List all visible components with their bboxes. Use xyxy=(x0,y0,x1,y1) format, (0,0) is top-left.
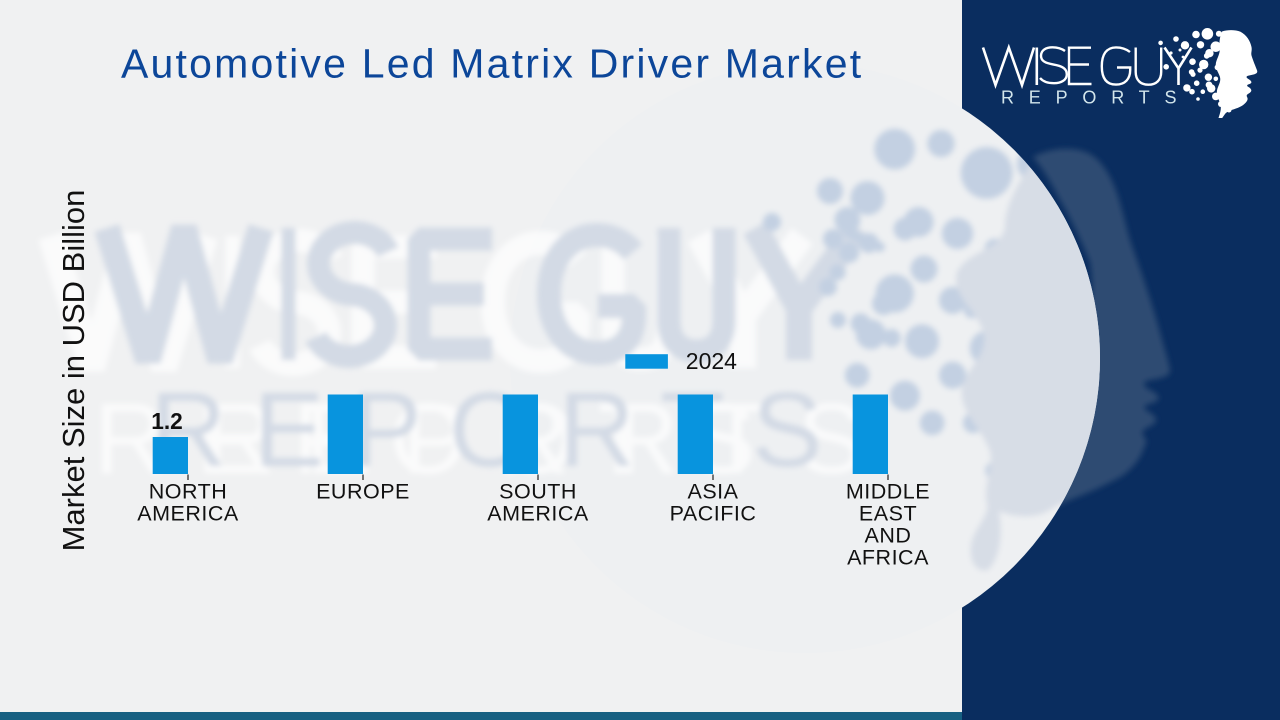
svg-text:2024: 2024 xyxy=(686,348,737,374)
svg-text:AMERICA: AMERICA xyxy=(487,502,589,526)
svg-text:MIDDLE: MIDDLE xyxy=(846,480,930,504)
svg-text:Automotive Led Matrix Driver M: Automotive Led Matrix Driver Market xyxy=(121,41,863,87)
svg-text:REPORTS: REPORTS xyxy=(1001,87,1191,107)
svg-text:PACIFIC: PACIFIC xyxy=(670,502,757,526)
svg-text:AND: AND xyxy=(865,524,912,548)
svg-text:SOUTH: SOUTH xyxy=(499,480,577,504)
svg-text:REPORTS: REPORTS xyxy=(150,371,850,489)
svg-text:EUROPE: EUROPE xyxy=(316,480,410,504)
svg-text:NORTH: NORTH xyxy=(149,480,228,504)
svg-text:1.2: 1.2 xyxy=(151,408,183,434)
svg-text:REPORTS: REPORTS xyxy=(94,383,786,495)
svg-text:ASIA: ASIA xyxy=(688,480,739,504)
svg-text:AMERICA: AMERICA xyxy=(137,502,239,526)
svg-text:AFRICA: AFRICA xyxy=(847,546,929,570)
svg-text:EAST: EAST xyxy=(859,502,917,526)
svg-text:Market Size in USD Billion: Market Size in USD Billion xyxy=(56,190,91,552)
